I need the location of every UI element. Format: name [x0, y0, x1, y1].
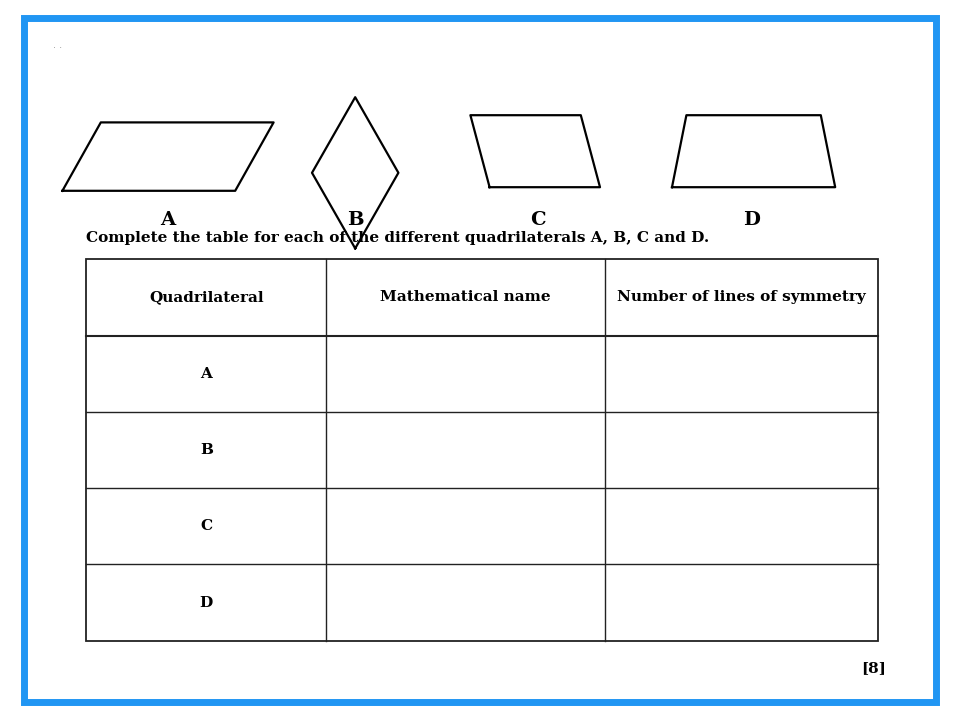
Text: C: C — [530, 210, 545, 229]
Text: A: A — [160, 210, 176, 229]
Text: . .: . . — [53, 40, 62, 50]
Text: A: A — [201, 366, 212, 381]
Text: B: B — [347, 210, 364, 229]
Text: Number of lines of symmetry: Number of lines of symmetry — [617, 290, 866, 305]
Text: Quadrilateral: Quadrilateral — [149, 290, 264, 305]
Text: [8]: [8] — [861, 661, 886, 675]
Text: B: B — [200, 443, 213, 457]
Text: D: D — [200, 595, 213, 610]
Text: C: C — [201, 519, 212, 534]
Bar — [86, 259, 878, 641]
Text: D: D — [743, 210, 760, 229]
Text: Mathematical name: Mathematical name — [380, 290, 551, 305]
Text: Complete the table for each of the different quadrilaterals A, B, C and D.: Complete the table for each of the diffe… — [86, 230, 709, 245]
